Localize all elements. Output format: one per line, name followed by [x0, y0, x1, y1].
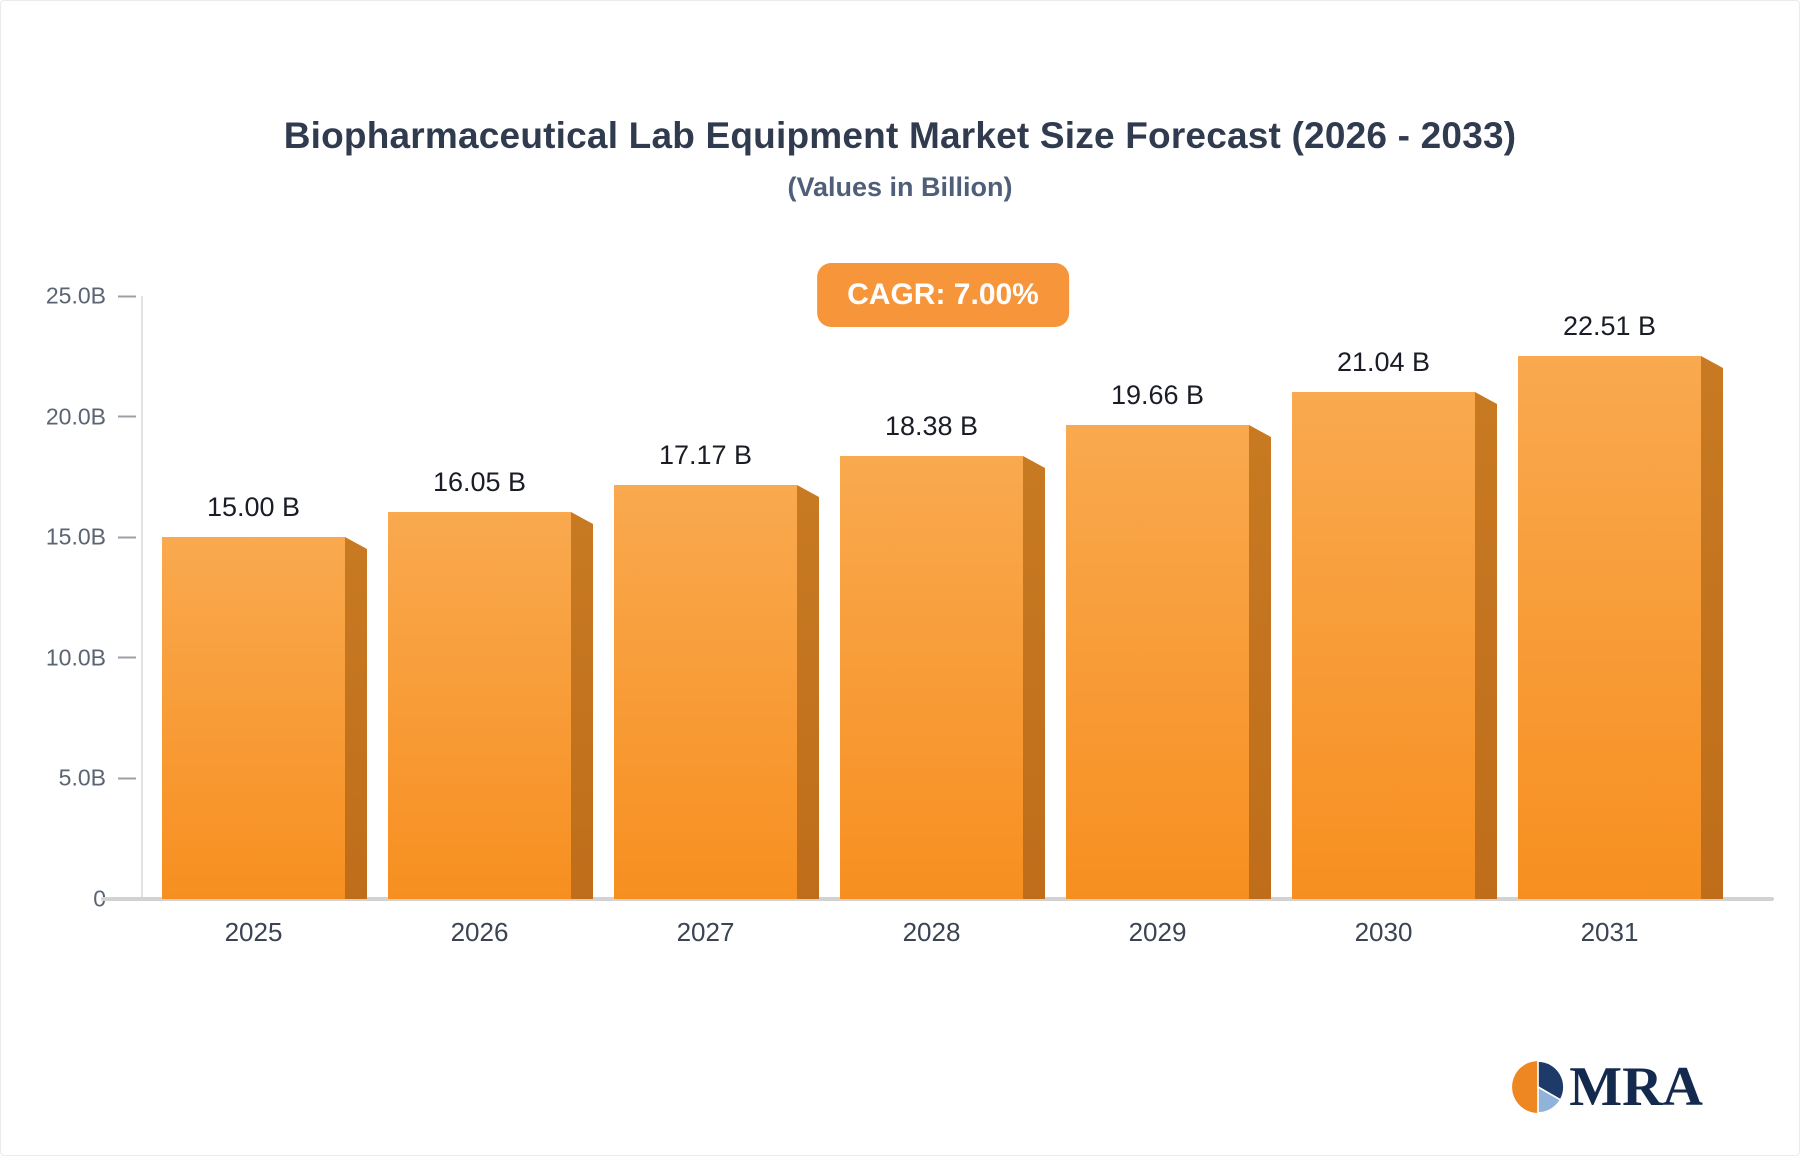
bar: 15.00 B [162, 492, 367, 899]
bar-group: 15.00 B 2025 [162, 296, 367, 947]
cagr-badge: CAGR: 7.00% [817, 263, 1069, 327]
bar-side-face [571, 512, 593, 899]
x-axis-label: 2027 [676, 917, 735, 947]
bar-front-face [1518, 356, 1701, 899]
bar-front-face [1292, 392, 1475, 899]
x-axis-label: 2025 [224, 917, 283, 947]
bar-side-face [1249, 425, 1271, 899]
x-axis-label: 2031 [1580, 917, 1639, 947]
bar-front-face [1066, 425, 1249, 899]
bar: 19.66 B [1066, 380, 1271, 899]
bar-group: 19.66 B 2029 [1066, 296, 1271, 947]
y-axis-tick-mark [118, 777, 136, 780]
y-axis-tick-mark [118, 295, 136, 297]
bar-value-label: 18.38 B [884, 411, 979, 441]
x-axis-label: 2029 [1128, 917, 1187, 947]
y-axis-tick: 25.0B [1, 282, 136, 310]
bar-side-face [797, 485, 819, 899]
logo-text: MRA [1569, 1056, 1703, 1118]
bars-row: 15.00 B 2025 16.05 B 2026 17.17 B 2027 18.38 B… [141, 296, 1744, 947]
pie-chart-logo-icon [1512, 1060, 1565, 1114]
chart-title: Biopharmaceutical Lab Equipment Market S… [283, 115, 1517, 156]
bar-side-face [1701, 356, 1723, 899]
bar-group: 17.17 B 2027 [614, 296, 819, 947]
bar-value-label: 22.51 B [1562, 311, 1657, 341]
bar-group: 16.05 B 2026 [388, 296, 593, 947]
y-axis-tick-label: 25.0B [45, 282, 106, 309]
bar: 18.38 B [840, 411, 1045, 899]
y-axis-tick: 5.0B [1, 764, 136, 792]
bar-value-label: 15.00 B [206, 492, 301, 522]
bar-value-label: 19.66 B [1110, 380, 1205, 410]
bar-front-face [840, 456, 1023, 899]
bar-side-face [345, 537, 367, 899]
y-axis-tick-label: 0 [93, 885, 106, 912]
y-axis-tick-mark [118, 656, 136, 659]
y-axis-tick-label: 5.0B [58, 764, 106, 791]
bar: 16.05 B [388, 467, 593, 899]
mra-logo: MRA [1511, 1059, 1703, 1115]
bar-value-label: 17.17 B [658, 440, 753, 470]
y-axis-line [141, 296, 143, 899]
y-axis-tick-label: 10.0B [45, 644, 106, 671]
bar-group: 21.04 B 2030 [1292, 296, 1497, 947]
x-axis-label: 2026 [450, 917, 509, 947]
bar: 21.04 B [1292, 347, 1497, 899]
bar-front-face [614, 485, 797, 899]
y-axis-tick: 10.0B [1, 644, 136, 671]
y-axis-tick-label: 20.0B [45, 403, 106, 430]
x-axis-label: 2028 [902, 917, 961, 947]
bar: 17.17 B [614, 440, 819, 899]
bar-side-face [1475, 392, 1497, 899]
bar-front-face [388, 512, 571, 899]
y-axis-tick-mark [118, 415, 136, 418]
bar-value-label: 16.05 B [432, 467, 527, 497]
bar-side-face [1023, 456, 1045, 899]
y-axis-tick-mark [118, 536, 136, 539]
bar-value-label: 21.04 B [1336, 347, 1431, 377]
y-axis-tick-label: 15.0B [45, 523, 106, 550]
chart-subtitle: (Values in Billion) [787, 172, 1013, 202]
x-axis-baseline [101, 897, 1774, 901]
bar-group: 22.51 B 2031 [1518, 296, 1723, 947]
bar-group: 18.38 B 2028 [840, 296, 1045, 947]
plot-area: 0 5.0B 10.0B 15.0B 20.0B 25.0B 15.00 B 2025 16.… [46, 283, 1774, 947]
y-axis-tick: 15.0B [1, 523, 136, 551]
bar: 22.51 B [1518, 311, 1723, 899]
x-axis-label: 2030 [1354, 917, 1413, 947]
bar-front-face [162, 537, 345, 899]
y-axis-tick: 20.0B [1, 403, 136, 430]
